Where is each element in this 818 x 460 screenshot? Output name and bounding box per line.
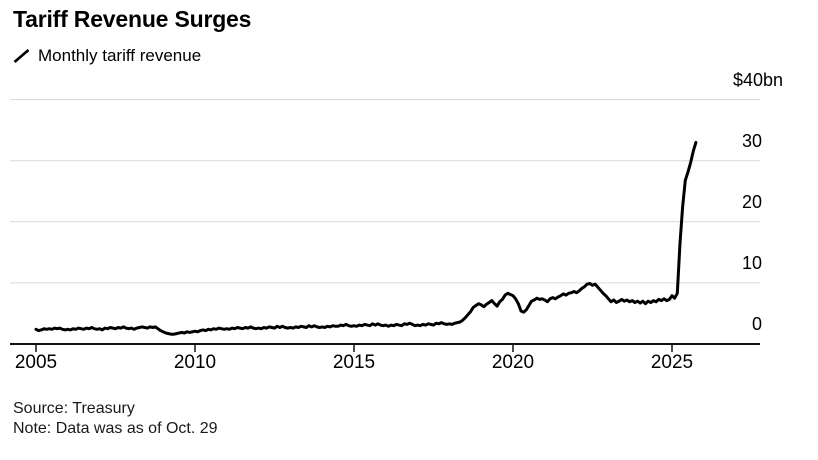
y-axis-label: 20 xyxy=(741,191,762,212)
y-axis-label: 30 xyxy=(741,130,762,151)
diagonal-line-icon xyxy=(13,48,30,64)
y-axis-label: 10 xyxy=(741,252,762,273)
chart-footer: Source: Treasury Note: Data was as of Oc… xyxy=(13,399,218,439)
x-axis-label: 2010 xyxy=(173,352,217,373)
chart-title: Tariff Revenue Surges xyxy=(13,6,252,32)
x-axis-label: 2005 xyxy=(14,352,58,373)
legend: Monthly tariff revenue xyxy=(13,46,201,66)
revenue-line xyxy=(34,140,698,336)
note-text: Note: Data was as of Oct. 29 xyxy=(13,420,218,437)
y-axis-unit-label: $40bn xyxy=(732,69,783,90)
legend-label: Monthly tariff revenue xyxy=(38,46,202,65)
x-axis-label: 2020 xyxy=(491,352,535,373)
x-axis-label: 2015 xyxy=(332,352,376,373)
source-text: Source: Treasury xyxy=(13,400,135,417)
y-axis-label: 0 xyxy=(751,314,762,334)
x-axis-label: 2025 xyxy=(650,352,694,373)
